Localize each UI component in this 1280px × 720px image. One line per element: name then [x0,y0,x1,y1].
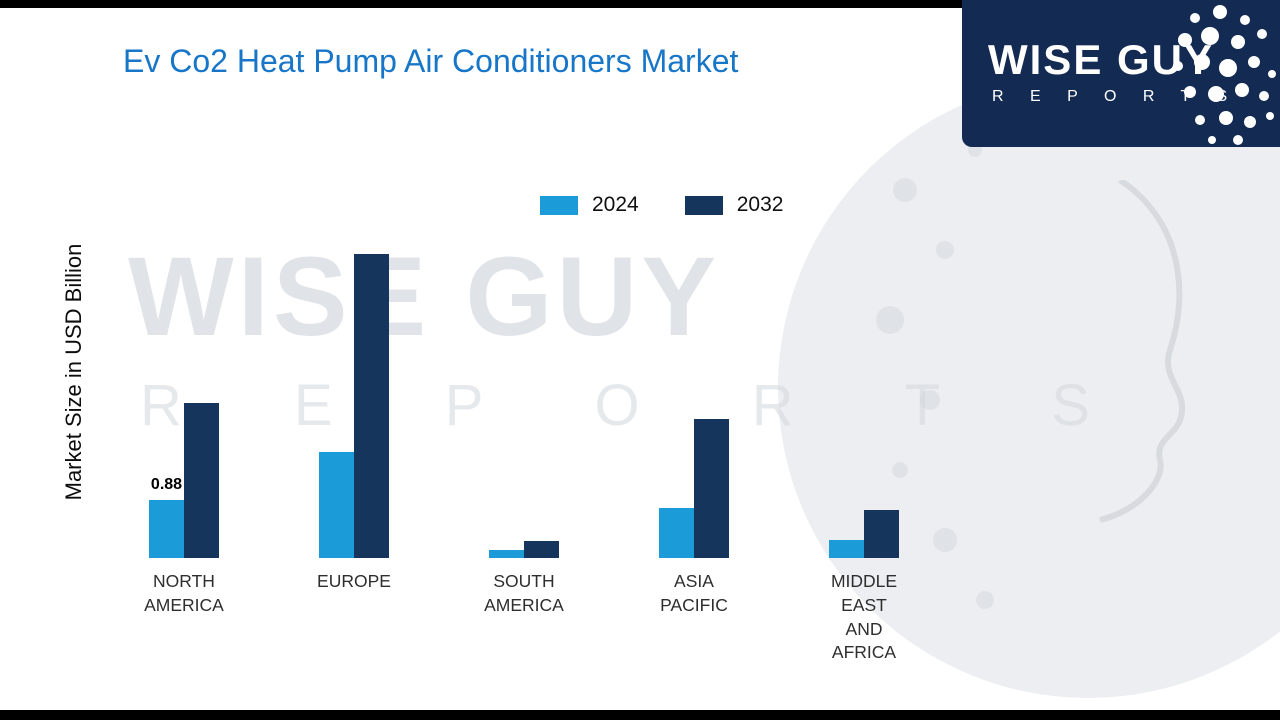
category-label-5: MIDDLE EAST AND AFRICA [830,571,898,663]
watermark-face-circle [778,78,1280,698]
brand-name-text: WISE GUY [988,36,1215,83]
brand-logo-block: WISE GUY R E P O R T S [962,0,1280,147]
bar-pair [829,252,899,558]
legend-label-2032: 2032 [736,193,784,216]
bar-2032-category-1 [184,403,219,558]
bar-group-1: 0.88 NORTH AMERICA [99,252,269,665]
category-label-3: SOUTH AMERICA [484,571,564,615]
bar-group-5: MIDDLE EAST AND AFRICA [779,252,949,665]
legend-item-2024: 2024 [540,193,639,217]
watermark-text-reports: R E P O R T S [140,373,1138,438]
bar-pair [659,252,729,558]
bar-pair: 0.88 [149,252,219,558]
bar-value-label: 0.88 [150,476,183,493]
bar-2024-category-5 [829,540,864,558]
brand-subtitle-text: R E P O R T S [992,88,1239,105]
category-label-2: EUROPE [317,571,391,591]
bar-pair [319,252,389,558]
category-label-4: ASIA PACIFIC [660,571,728,615]
bar-2032-category-2 [354,254,389,558]
bar-group-2: EUROPE [269,252,439,665]
watermark-text-wiseguy: WISE GUY [128,234,721,359]
bar-pair [489,252,559,558]
legend-swatch-2032 [684,195,723,215]
top-black-bar [0,0,962,8]
bar-group-4: ASIA PACIFIC [609,252,779,665]
bar-2024-category-4 [659,508,694,558]
bar-2024-category-1: 0.88 [149,476,184,558]
bar-2024-category-3 [489,550,524,558]
bottom-black-bar [0,710,1280,720]
page-title: Ev Co2 Heat Pump Air Conditioners Market [123,43,739,79]
bar-2032-category-4 [694,419,729,558]
bar-2024-category-2 [319,452,354,558]
bar-2032-category-5 [864,510,899,558]
bar-chart: 0.88 NORTH AMERICA EUROPE SOUTH AMERICA ASIA… [99,252,949,665]
legend-swatch-2024 [540,195,578,215]
chart-legend: 2024 2032 [540,193,783,217]
bar-2032-category-3 [524,541,559,558]
legend-item-2032: 2032 [684,193,784,217]
legend-label-2024: 2024 [592,193,639,216]
bar-group-3: SOUTH AMERICA [439,252,609,665]
watermark-face-profile [1099,180,1185,523]
logo-face-dots-icon [1173,5,1276,145]
category-label-1: NORTH AMERICA [144,571,224,615]
y-axis-label: Market Size in USD Billion [61,243,86,501]
